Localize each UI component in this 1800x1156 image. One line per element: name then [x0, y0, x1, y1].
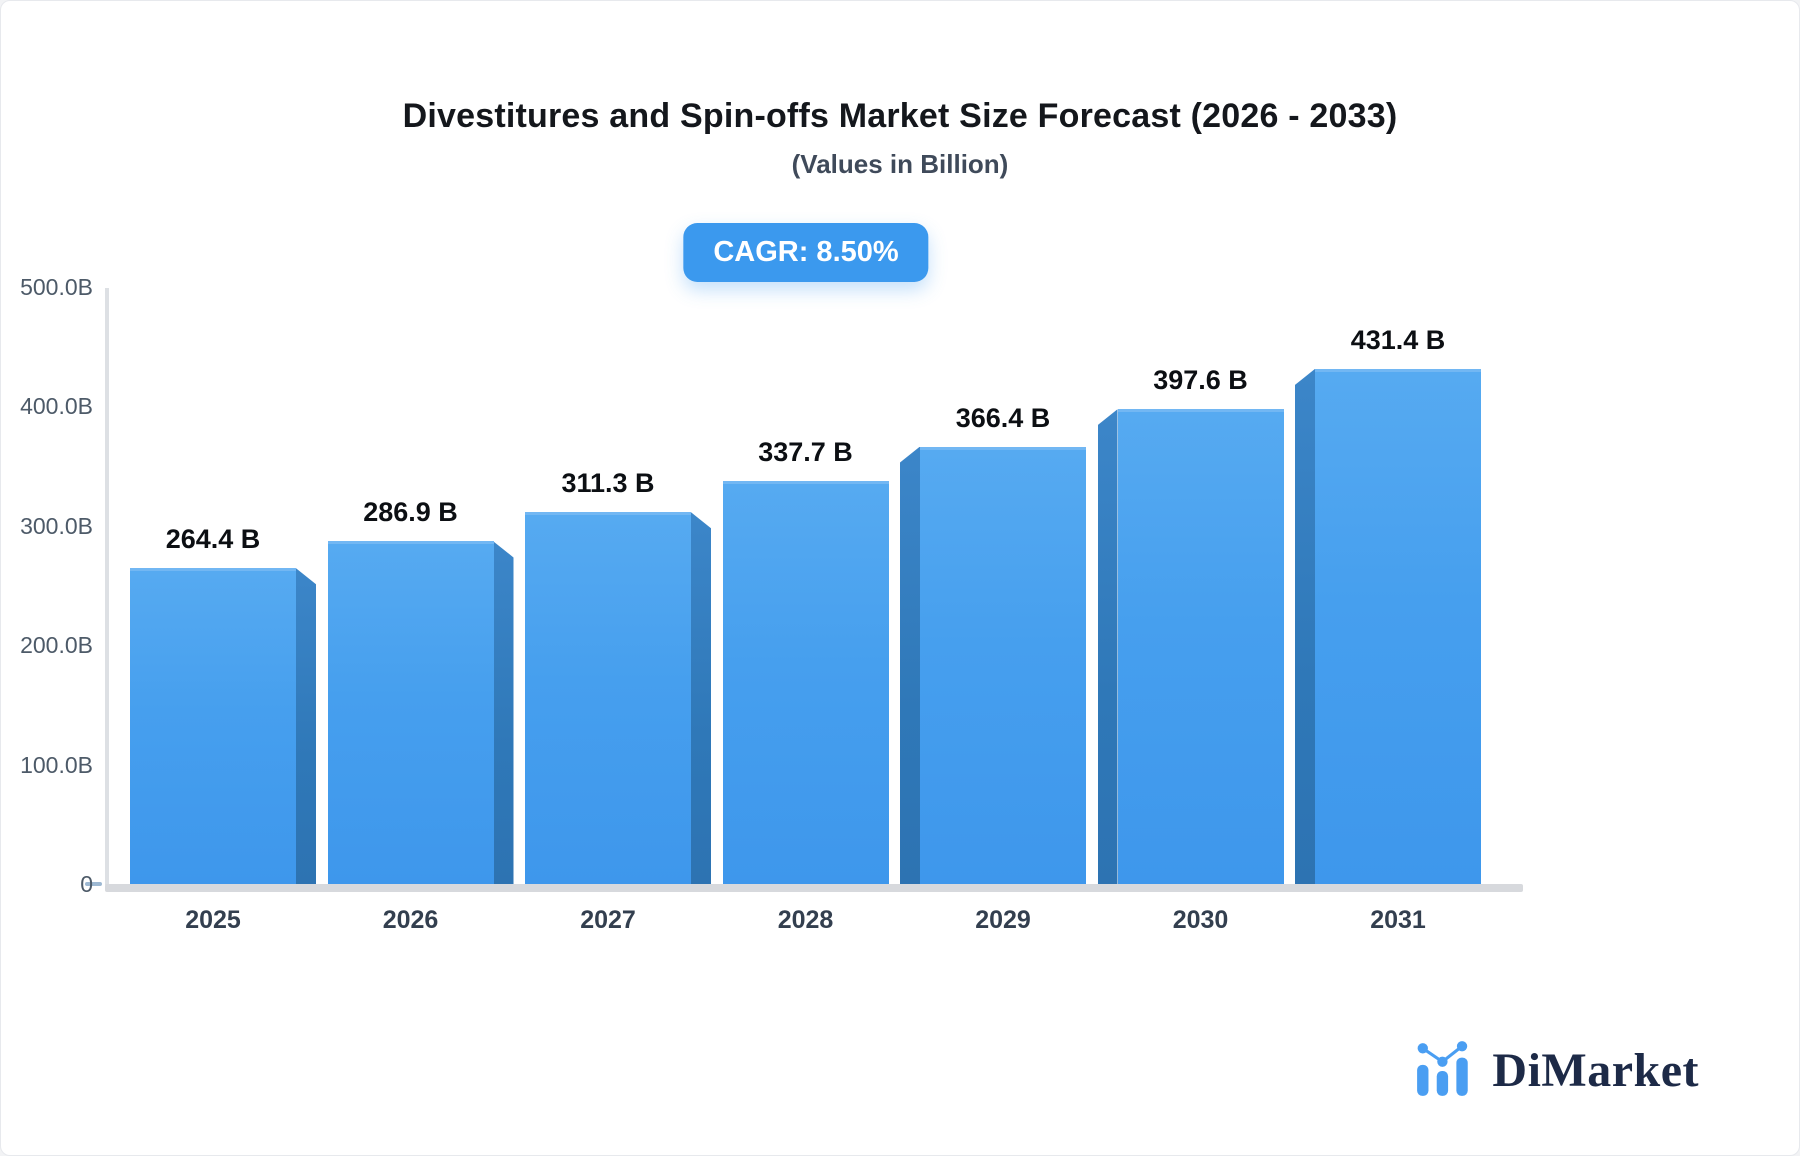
- value-label-2025: 264.4 B: [165, 524, 261, 555]
- x-tick-label-2026: 2026: [382, 906, 439, 934]
- value-label-2027: 311.3 B: [561, 468, 655, 499]
- brand-name: DiMarket: [1492, 1043, 1699, 1097]
- value-label-2028: 337.7 B: [758, 436, 853, 467]
- bar-2027: [525, 512, 691, 884]
- bar-chart-logo-icon: [1417, 1041, 1469, 1096]
- x-axis-baseline: [105, 884, 1523, 892]
- y-tick-label: 200.0B: [20, 632, 93, 659]
- brand-watermark: DiMarket: [1414, 1039, 1699, 1101]
- x-tick-label-2029: 2029: [975, 906, 1031, 934]
- value-label-2029: 366.4 B: [955, 402, 1051, 433]
- bar-2028: [722, 480, 889, 884]
- chart-title: Divestitures and Spin-offs Market Size F…: [402, 97, 1398, 135]
- value-label-2030: 397.6 B: [1153, 365, 1248, 396]
- chart-subtitle: (Values in Billion): [791, 149, 1009, 179]
- bar-3d-side: [900, 446, 920, 884]
- value-label-2031: 431.4 B: [1350, 324, 1446, 355]
- bar-2025: [130, 568, 296, 884]
- x-tick-label-2027: 2027: [580, 906, 636, 934]
- cagr-badge-label: CAGR: 8.50%: [713, 236, 899, 268]
- cagr-badge: CAGR: 8.50%: [683, 223, 929, 282]
- bar-2029: [920, 446, 1086, 884]
- y-tick-label: 400.0B: [20, 393, 93, 420]
- y-tick-label: 100.0B: [20, 751, 93, 778]
- bar-3d-side: [493, 541, 514, 884]
- x-tick-label-2030: 2030: [1172, 906, 1229, 934]
- zero-tick-mark: [85, 882, 102, 886]
- bar-2030: [1117, 409, 1284, 884]
- bar-3d-side: [296, 568, 316, 884]
- value-label-2026: 286.9 B: [363, 497, 458, 528]
- bar-2031: [1315, 368, 1481, 884]
- bar-3d-side: [1097, 409, 1118, 884]
- y-tick-label: 0: [80, 871, 93, 897]
- y-axis-line: [105, 288, 109, 885]
- bar-2026: [327, 541, 494, 884]
- x-tick-label-2025: 2025: [185, 906, 241, 934]
- bar-3d-side: [691, 512, 711, 884]
- x-tick-label-2028: 2028: [777, 906, 834, 934]
- y-tick-label: 300.0B: [20, 512, 93, 539]
- y-tick-label: 500.0B: [20, 274, 93, 300]
- x-tick-label-2031: 2031: [1370, 906, 1426, 934]
- bar-3d-side: [1295, 368, 1315, 884]
